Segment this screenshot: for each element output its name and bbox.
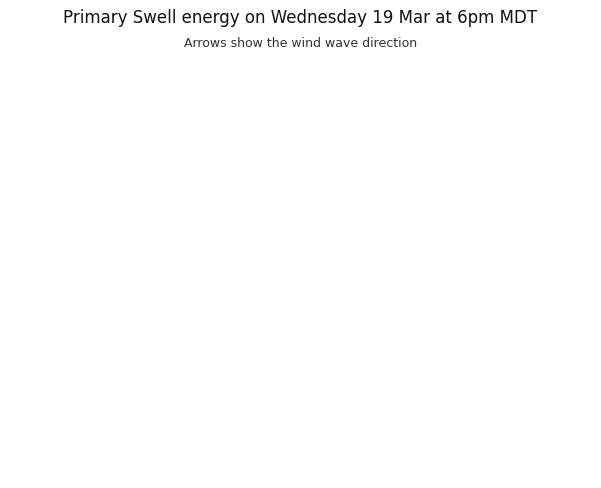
Text: Arrows show the wind wave direction: Arrows show the wind wave direction bbox=[184, 37, 417, 50]
Text: Primary Swell energy on Wednesday 19 Mar at 6pm MDT: Primary Swell energy on Wednesday 19 Mar… bbox=[64, 9, 537, 27]
Text: cartopy required: cartopy required bbox=[219, 263, 382, 282]
